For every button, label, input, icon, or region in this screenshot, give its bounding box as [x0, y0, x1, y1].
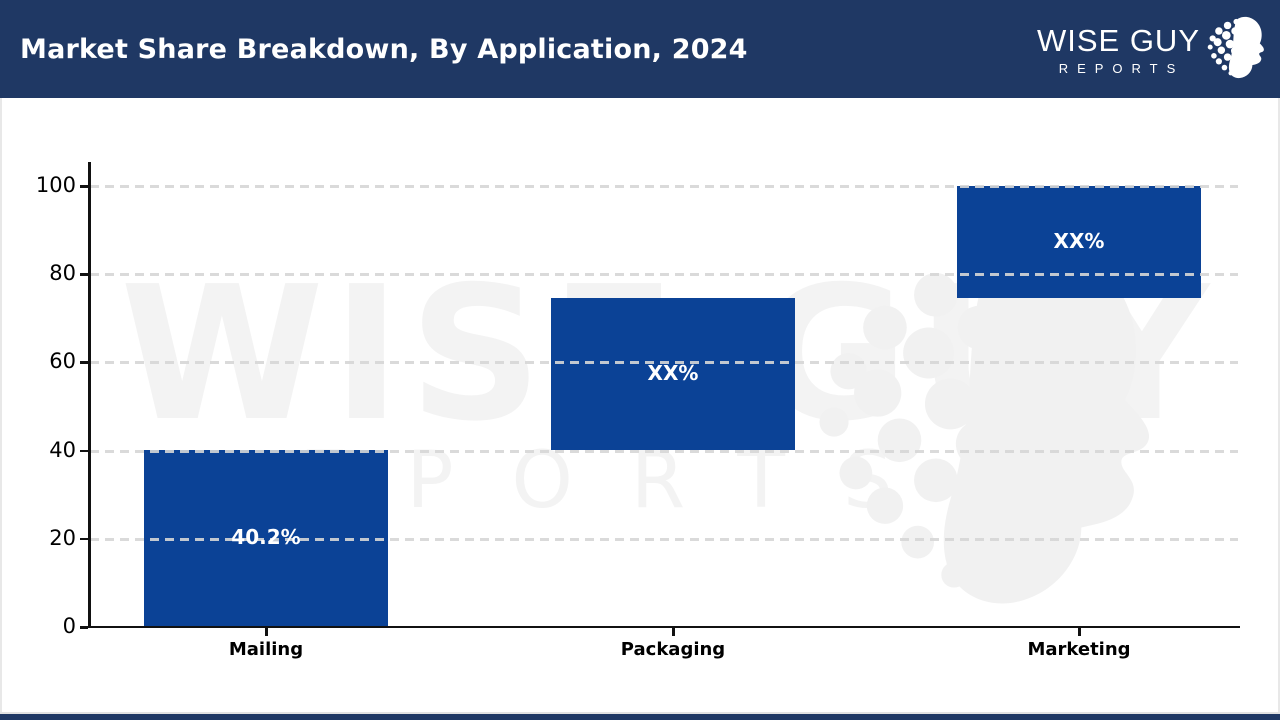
x-axis-label-mailing: Mailing [228, 639, 304, 660]
chart-area: WISE GUY REPORTS 02040608010040.2%Mailin… [0, 98, 1280, 712]
brand-subtitle: REPORTS [1058, 60, 1185, 76]
brand-logo-text: WISE GUY REPORTS [1037, 23, 1200, 76]
x-axis-label-marketing: Marketing [1027, 639, 1131, 660]
y-axis-line [88, 162, 91, 628]
y-axis-label-40: 40 [49, 437, 76, 462]
y-axis-tick-40 [80, 449, 88, 453]
y-axis-tick-60 [80, 361, 88, 364]
y-axis-tick-20 [80, 537, 88, 541]
y-axis-tick-100 [80, 185, 88, 188]
bar-marketing [957, 186, 1201, 298]
gridline-60 [90, 361, 1238, 365]
bar-label-packaging: XX% [647, 360, 699, 385]
watermark-face-icon [819, 244, 1150, 604]
gridline-80 [90, 273, 1238, 277]
brand-logo: WISE GUY REPORTS [1037, 10, 1280, 88]
footer-bar [0, 712, 1280, 720]
brand-name: WISE GUY [1036, 22, 1200, 58]
gridline-40 [90, 449, 1238, 453]
face-profile-icon [1207, 16, 1264, 79]
x-axis-tick-packaging [672, 628, 675, 636]
y-axis-label-100: 100 [35, 173, 76, 197]
page-title: Market Share Breakdown, By Application, … [20, 33, 748, 65]
x-axis-tick-mailing [265, 628, 268, 636]
y-axis-tick-80 [80, 273, 88, 276]
y-axis-label-60: 60 [49, 349, 76, 374]
y-axis-tick-0 [80, 626, 88, 629]
x-axis-line [88, 625, 1240, 628]
y-axis-label-80: 80 [49, 261, 76, 286]
header-bar: Market Share Breakdown, By Application, … [0, 0, 1280, 98]
x-axis-tick-marketing [1078, 628, 1081, 636]
y-axis-label-20: 20 [49, 525, 76, 550]
bar-packaging [551, 298, 795, 450]
gridline-20 [90, 537, 1238, 541]
bar-label-marketing: XX% [1053, 229, 1105, 253]
y-axis-label-0: 0 [62, 614, 76, 638]
gridline-100 [90, 185, 1238, 188]
bar-label-mailing: 40.2% [231, 525, 301, 550]
x-axis-label-packaging: Packaging [620, 639, 726, 660]
